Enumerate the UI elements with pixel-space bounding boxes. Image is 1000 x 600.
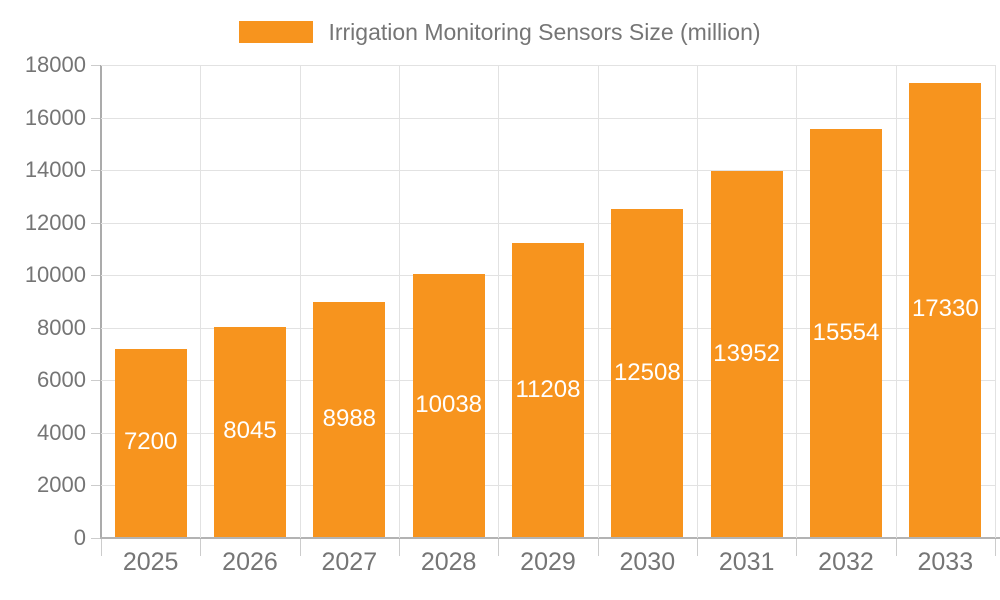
bar-value-label: 15554 [812,318,880,346]
bar-2030: 12508 [611,209,684,537]
x-gridline [399,65,400,538]
x-gridline [995,65,996,538]
bar-value-label: 13952 [713,339,781,367]
bar-2032: 15554 [810,129,882,537]
x-gridline [796,65,798,538]
bar-value-label: 7200 [123,428,178,456]
y-axis-tick-label: 8000 [37,314,86,340]
x-gridline [597,65,599,538]
x-axis-tick-label: 2030 [619,548,676,576]
y-axis-tick [91,117,100,119]
bar-value-label: 8988 [322,404,377,432]
bar-value-label: 12508 [613,358,681,386]
y-axis-tick [91,380,100,382]
x-gridline [697,65,698,538]
bar-2027: 8988 [313,301,386,537]
x-axis-tick [498,539,500,556]
y-axis-tick [91,275,100,277]
y-axis-tick [91,170,100,172]
bar-value-label: 17330 [911,295,979,323]
x-axis-tick [796,539,798,556]
y-axis-tick-label: 2000 [37,472,86,498]
x-axis-tick-label: 2028 [420,548,477,576]
y-axis-line [100,65,102,538]
x-axis-tick-label: 2031 [718,548,775,576]
y-axis-tick-label: 10000 [24,262,86,288]
y-axis-tick [91,65,100,66]
y-gridline [101,117,995,119]
bar-2025: 7200 [114,348,187,537]
plot-area: 0 2000 4000 6000 8000 10000 12000 14000 16000 180… [25,52,1000,576]
x-axis-line [100,537,1000,539]
x-gridline [498,65,500,538]
x-axis-tick [597,539,599,556]
bar-2031: 13952 [710,171,783,537]
x-axis-tick-label: 2026 [222,548,278,576]
x-axis-tick-label: 2027 [321,548,378,576]
bar-2029: 11208 [512,243,584,537]
bar-value-label: 10038 [415,391,483,419]
x-axis-tick-label: 2033 [917,548,974,576]
bar-2026: 8045 [214,326,286,537]
x-axis-tick [895,539,897,556]
y-axis-tick-label: 14000 [24,157,86,183]
y-axis-tick [91,485,100,487]
x-gridline [299,65,301,538]
x-axis-tick [995,539,996,556]
x-axis-tick [697,539,698,556]
bar-value-label: 8045 [223,417,277,445]
y-axis-tick-label: 4000 [37,419,86,445]
y-axis-tick [91,538,100,539]
bar-value-label: 11208 [515,375,581,403]
y-gridline [101,65,995,66]
y-axis-tick-label: 12000 [24,209,86,235]
x-axis-tick [200,539,202,556]
bar-2028: 10038 [412,274,485,537]
x-axis-tick [399,539,400,556]
x-gridline [895,65,897,538]
legend[interactable]: Irrigation Monitoring Sensors Size (mill… [0,17,1000,47]
bar-2033: 17330 [909,82,982,537]
x-axis-tick-label: 2025 [122,548,179,576]
y-gridline [101,222,995,224]
y-axis-tick-label: 0 [73,525,86,550]
x-gridline [200,65,202,538]
legend-label: Irrigation Monitoring Sensors Size (mill… [328,18,761,45]
y-axis-tick [91,327,100,329]
x-axis-tick [299,539,301,556]
legend-swatch [239,21,314,43]
x-axis-tick-label: 2032 [818,548,874,576]
x-axis-tick-label: 2029 [520,548,576,576]
y-axis-tick-label: 6000 [37,367,86,393]
y-axis-tick-label: 16000 [24,104,86,130]
x-axis-tick [101,539,102,556]
y-axis-tick [91,222,100,224]
y-axis-tick-label: 18000 [24,52,86,77]
y-axis-tick [91,432,100,434]
y-gridline [101,170,995,172]
